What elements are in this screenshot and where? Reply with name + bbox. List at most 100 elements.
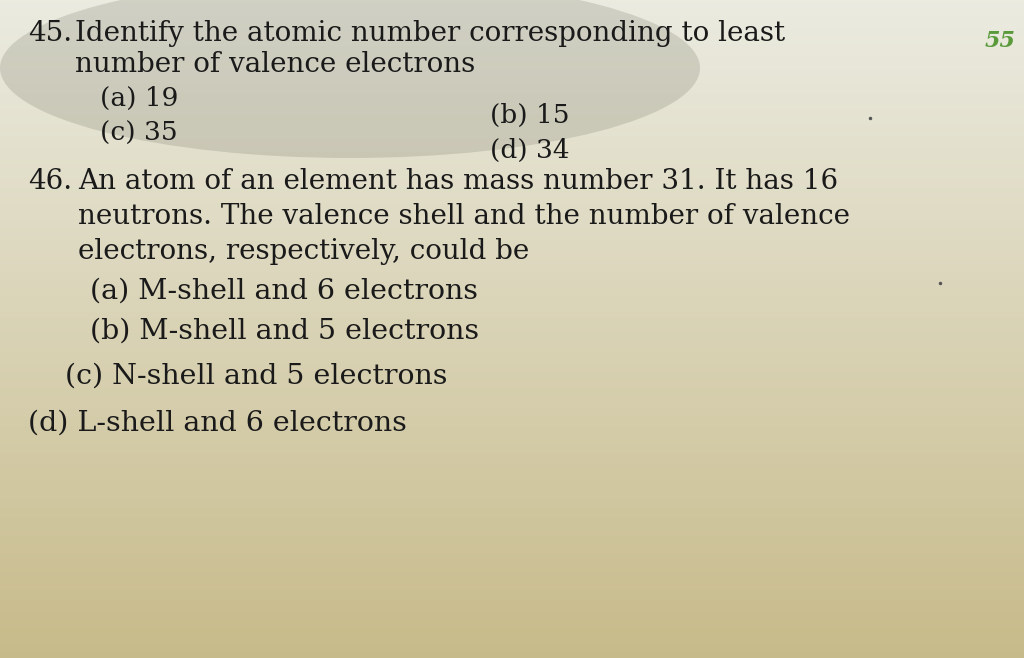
Bar (0, 48, 1024, 51)
Bar (0, 232, 1024, 235)
Bar (0, 250, 1024, 252)
Ellipse shape (0, 0, 700, 158)
Bar (0, 149, 1024, 151)
Bar (0, 520, 1024, 522)
Bar (0, 526, 1024, 528)
Text: An atom of an element has mass number 31. It has 16: An atom of an element has mass number 31… (78, 168, 838, 195)
Bar (0, 193, 1024, 195)
Bar (0, 393, 1024, 395)
Bar (0, 224, 1024, 226)
Bar (0, 263, 1024, 265)
Bar (0, 518, 1024, 520)
Bar (0, 465, 1024, 467)
Bar (0, 72, 1024, 74)
Bar (0, 143, 1024, 145)
Text: Identify the atomic number corresponding to least: Identify the atomic number corresponding… (75, 20, 785, 47)
Bar (0, 469, 1024, 472)
Bar (0, 540, 1024, 542)
Bar (0, 568, 1024, 570)
Text: (b) 15: (b) 15 (490, 103, 569, 128)
Bar (0, 408, 1024, 410)
Bar (0, 39, 1024, 41)
Bar (0, 528, 1024, 531)
Bar (0, 215, 1024, 217)
Bar (0, 204, 1024, 206)
Bar (0, 489, 1024, 492)
Bar (0, 158, 1024, 160)
Bar (0, 349, 1024, 351)
Bar (0, 213, 1024, 215)
Bar (0, 101, 1024, 103)
Bar (0, 261, 1024, 263)
Text: neutrons. The valence shell and the number of valence: neutrons. The valence shell and the numb… (78, 203, 850, 230)
Bar (0, 421, 1024, 423)
Bar (0, 406, 1024, 408)
Bar (0, 307, 1024, 309)
Bar (0, 649, 1024, 651)
Bar (0, 211, 1024, 213)
Bar (0, 515, 1024, 518)
Bar (0, 417, 1024, 419)
Bar (0, 482, 1024, 485)
Bar (0, 498, 1024, 500)
Bar (0, 612, 1024, 614)
Bar (0, 456, 1024, 459)
Bar (0, 476, 1024, 478)
Bar (0, 579, 1024, 581)
Bar (0, 507, 1024, 509)
Bar (0, 301, 1024, 303)
Bar (0, 434, 1024, 436)
Bar (0, 33, 1024, 35)
Text: 46.: 46. (28, 168, 72, 195)
Bar (0, 291, 1024, 294)
Bar (0, 134, 1024, 136)
Bar (0, 364, 1024, 367)
Bar (0, 592, 1024, 594)
Bar (0, 360, 1024, 362)
Bar (0, 439, 1024, 441)
Bar (0, 551, 1024, 553)
Bar (0, 447, 1024, 449)
Bar (0, 186, 1024, 189)
Bar (0, 0, 1024, 2)
Bar (0, 105, 1024, 107)
Bar (0, 13, 1024, 15)
Bar (0, 138, 1024, 140)
Bar (0, 449, 1024, 452)
Bar (0, 226, 1024, 228)
Bar (0, 61, 1024, 64)
Bar (0, 197, 1024, 199)
Bar (0, 566, 1024, 568)
Bar (0, 11, 1024, 13)
Bar (0, 123, 1024, 125)
Bar (0, 620, 1024, 623)
Bar (0, 298, 1024, 301)
Bar (0, 594, 1024, 597)
Bar (0, 296, 1024, 298)
Bar (0, 544, 1024, 546)
Bar (0, 305, 1024, 307)
Bar (0, 607, 1024, 610)
Text: (a) 19: (a) 19 (100, 86, 178, 111)
Bar (0, 53, 1024, 55)
Bar (0, 382, 1024, 384)
Bar (0, 415, 1024, 417)
Bar (0, 557, 1024, 559)
Bar (0, 276, 1024, 278)
Bar (0, 605, 1024, 607)
Text: 45.: 45. (28, 20, 72, 47)
Bar (0, 634, 1024, 636)
Bar (0, 574, 1024, 577)
Bar (0, 281, 1024, 283)
Bar (0, 535, 1024, 538)
Bar (0, 217, 1024, 219)
Bar (0, 599, 1024, 601)
Bar (0, 130, 1024, 132)
Bar (0, 153, 1024, 156)
Bar (0, 259, 1024, 261)
Bar (0, 454, 1024, 456)
Bar (0, 645, 1024, 647)
Bar (0, 467, 1024, 469)
Bar (0, 125, 1024, 127)
Bar (0, 278, 1024, 281)
